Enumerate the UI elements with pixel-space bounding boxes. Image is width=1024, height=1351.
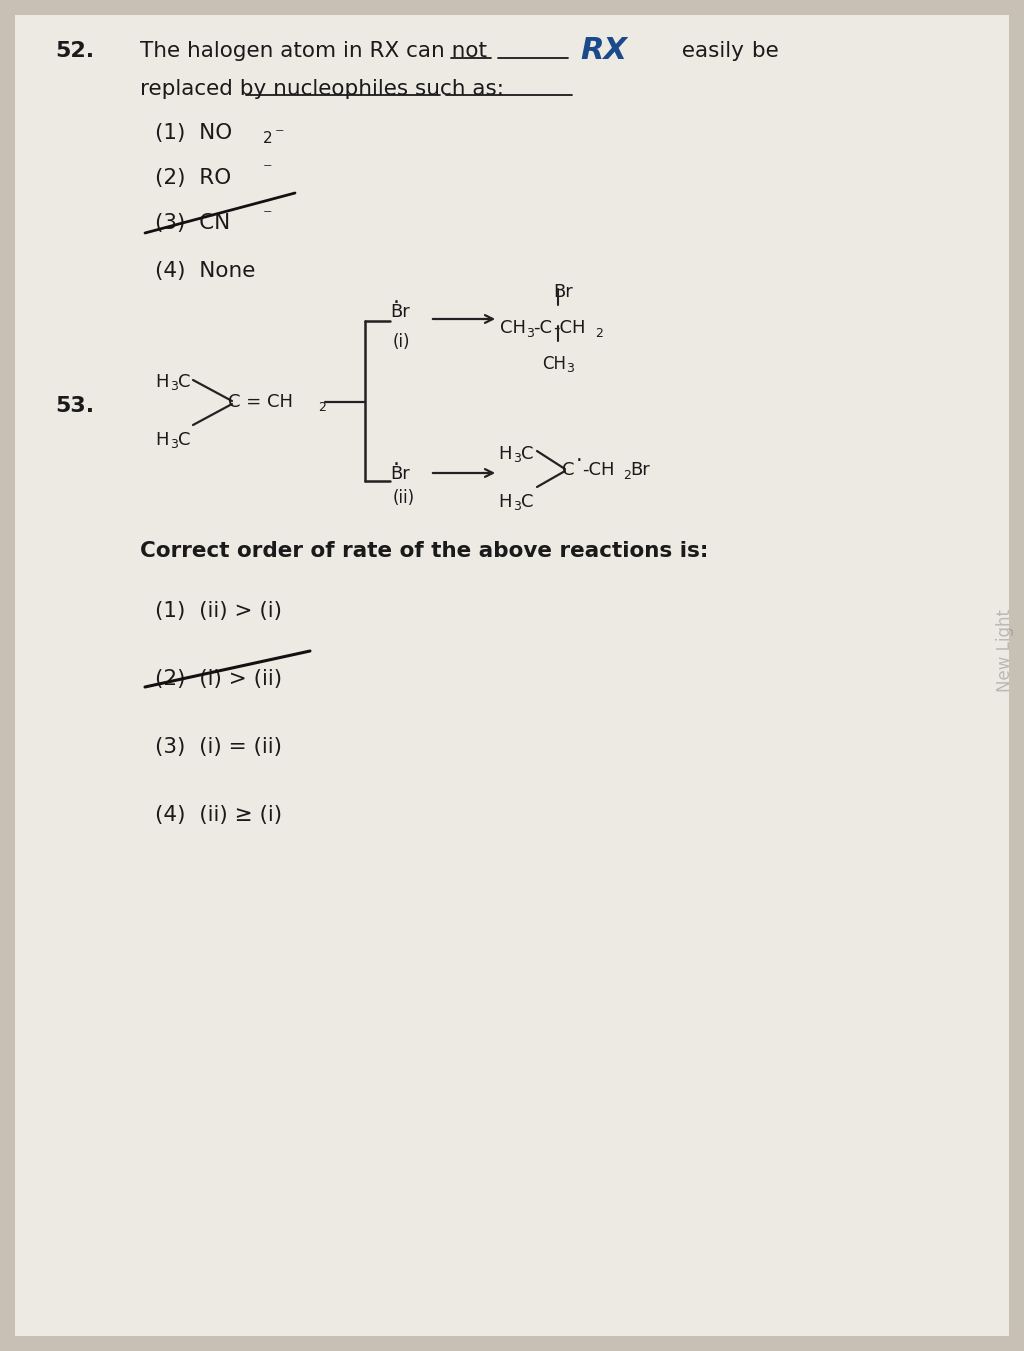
Text: Br: Br [390,303,410,322]
Text: -CH: -CH [553,319,586,336]
Text: New Light: New Light [996,609,1014,693]
Text: 2: 2 [318,401,326,413]
Text: ⁻: ⁻ [275,126,285,145]
Text: C: C [521,444,534,463]
Text: ·: · [575,451,583,471]
Text: ·: · [393,455,400,476]
Text: (3)  (i) = (ii): (3) (i) = (ii) [155,738,282,757]
Text: 3: 3 [170,380,178,393]
Text: -C: -C [534,319,552,336]
Text: (i): (i) [393,332,411,351]
Text: be: be [745,41,778,61]
Text: 3: 3 [170,438,178,451]
Text: 2: 2 [623,469,631,482]
Text: CH: CH [542,355,566,373]
Text: (1)  NO: (1) NO [155,123,232,143]
Text: 3: 3 [513,453,521,465]
Text: replaced by nucleophiles such as:: replaced by nucleophiles such as: [140,78,504,99]
Text: H: H [498,444,512,463]
FancyBboxPatch shape [15,15,1009,1336]
Text: C = CH: C = CH [228,393,293,411]
Text: RX: RX [580,36,627,65]
Text: Correct order of rate of the above reactions is:: Correct order of rate of the above react… [140,540,709,561]
Text: 2: 2 [595,327,603,340]
Text: H: H [155,373,169,390]
Text: ⁻: ⁻ [263,161,272,178]
Text: 3: 3 [566,362,573,376]
Text: (ii): (ii) [393,489,415,507]
Text: ⁻: ⁻ [263,207,272,226]
Text: H: H [498,493,512,511]
Text: 3: 3 [513,500,521,513]
Text: (4)  None: (4) None [155,261,255,281]
Text: easily: easily [675,41,743,61]
Text: 3: 3 [526,327,534,340]
Text: Br: Br [390,465,410,484]
Text: (2)  RO: (2) RO [155,168,231,188]
Text: 2: 2 [263,131,272,146]
Text: 52.: 52. [55,41,94,61]
Text: (1)  (ii) > (i): (1) (ii) > (i) [155,601,282,621]
Text: CH: CH [500,319,526,336]
Text: -CH: -CH [582,461,614,480]
Text: Br: Br [630,461,650,480]
Text: (2)  (i) > (ii): (2) (i) > (ii) [155,669,283,689]
Text: 53.: 53. [55,396,94,416]
Text: ·: · [393,293,400,313]
Text: H: H [155,431,169,449]
Text: C: C [521,493,534,511]
Text: C: C [178,373,190,390]
Text: Br: Br [553,282,572,301]
Text: C: C [178,431,190,449]
Text: (3)  CN: (3) CN [155,213,230,232]
Text: The halogen atom in RX can not: The halogen atom in RX can not [140,41,487,61]
Text: (4)  (ii) ≥ (i): (4) (ii) ≥ (i) [155,805,283,825]
Text: C: C [562,461,574,480]
